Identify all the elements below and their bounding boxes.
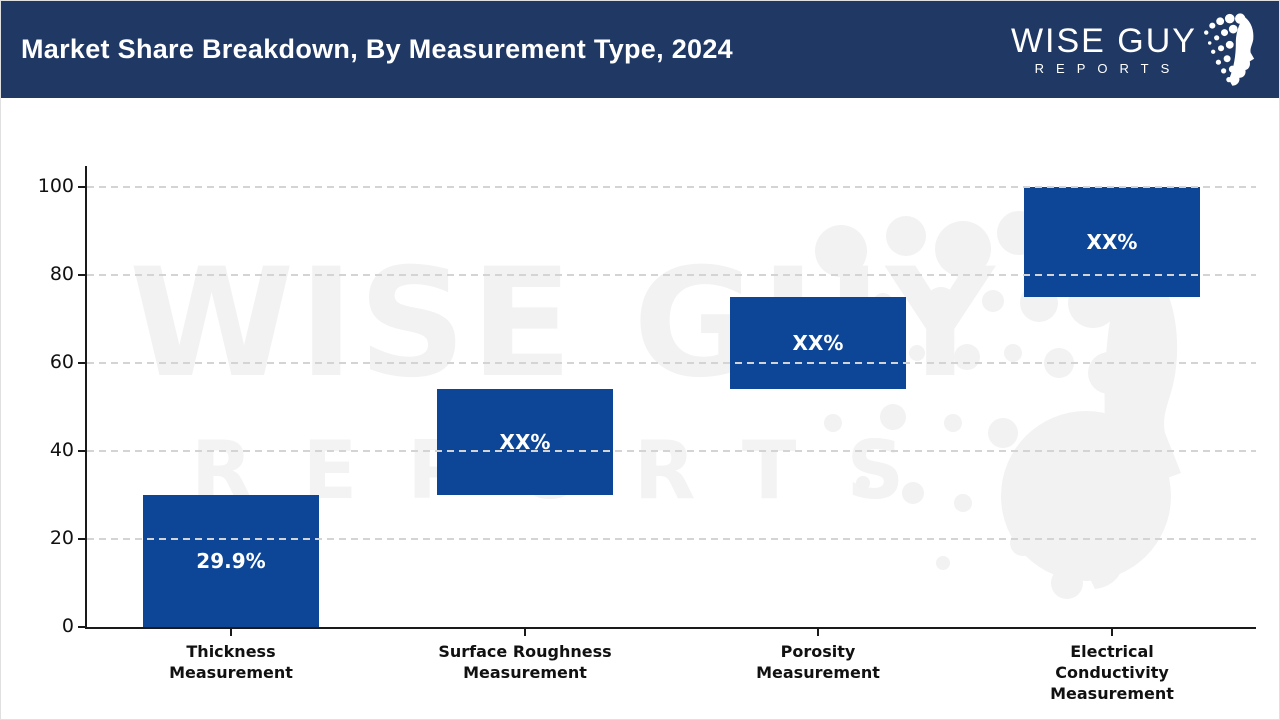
y-tick-label: 60 [49, 351, 74, 373]
y-axis-line [85, 166, 87, 629]
x-category-label-line: Thickness [186, 642, 276, 661]
x-axis-line [85, 627, 1256, 629]
x-category-label-line: Measurement [169, 663, 293, 682]
y-tick-label: 0 [61, 615, 74, 637]
page-title: Market Share Breakdown, By Measurement T… [21, 34, 733, 64]
logo: WISE GUY REPORTS [1011, 10, 1255, 90]
logo-subtitle: REPORTS [1034, 61, 1182, 76]
y-tick-label: 80 [49, 263, 74, 285]
gridline [87, 274, 1256, 276]
x-category-label: Surface Roughness Measurement [385, 641, 665, 683]
y-tick-mark [78, 186, 87, 188]
x-category-label-line: Surface Roughness [438, 642, 612, 661]
y-tick-label: 20 [49, 527, 74, 549]
gridline [87, 450, 1256, 452]
x-tick-mark [1111, 629, 1113, 636]
y-tick-label: 100 [37, 175, 74, 197]
logo-text: WISE GUY REPORTS [1011, 23, 1197, 76]
logo-face-icon [1204, 12, 1255, 86]
x-tick-mark [524, 629, 526, 636]
watermark-face [806, 211, 1181, 599]
y-tick-mark [78, 274, 87, 276]
bar-segment: XX% [437, 389, 613, 496]
x-category-label: Porosity Measurement [678, 641, 958, 683]
bar-value-label: XX% [792, 331, 844, 356]
x-category-label-line: Measurement [463, 663, 587, 682]
gridline [87, 362, 1256, 364]
bar-value-label: XX% [1086, 230, 1138, 254]
bar-segment: XX% [1024, 187, 1200, 297]
bar-segment: XX% [730, 297, 906, 390]
x-category-label-line: Measurement [1050, 684, 1174, 703]
y-tick-mark [78, 450, 87, 452]
x-category-label-line: Measurement [756, 663, 880, 682]
header: Market Share Breakdown, By Measurement T… [1, 1, 1279, 98]
x-tick-mark [230, 629, 232, 636]
y-tick-mark [78, 626, 87, 628]
y-tick-mark [78, 538, 87, 540]
x-category-label: Electrical Conductivity Measurement [972, 641, 1252, 704]
x-tick-mark [817, 629, 819, 636]
y-tick-label: 40 [49, 439, 74, 461]
logo-wordmark: WISE GUY [1010, 22, 1197, 60]
x-category-label-line: Electrical [1070, 642, 1154, 661]
bar-value-label: 29.9% [196, 549, 266, 574]
x-category-label: Thickness Measurement [91, 641, 371, 683]
bar-segment: 29.9% [143, 495, 319, 627]
x-category-label-line: Conductivity [1055, 663, 1169, 682]
gridline [87, 186, 1256, 188]
y-tick-mark [78, 362, 87, 364]
x-category-label-line: Porosity [780, 642, 856, 661]
gridline [87, 538, 1256, 540]
